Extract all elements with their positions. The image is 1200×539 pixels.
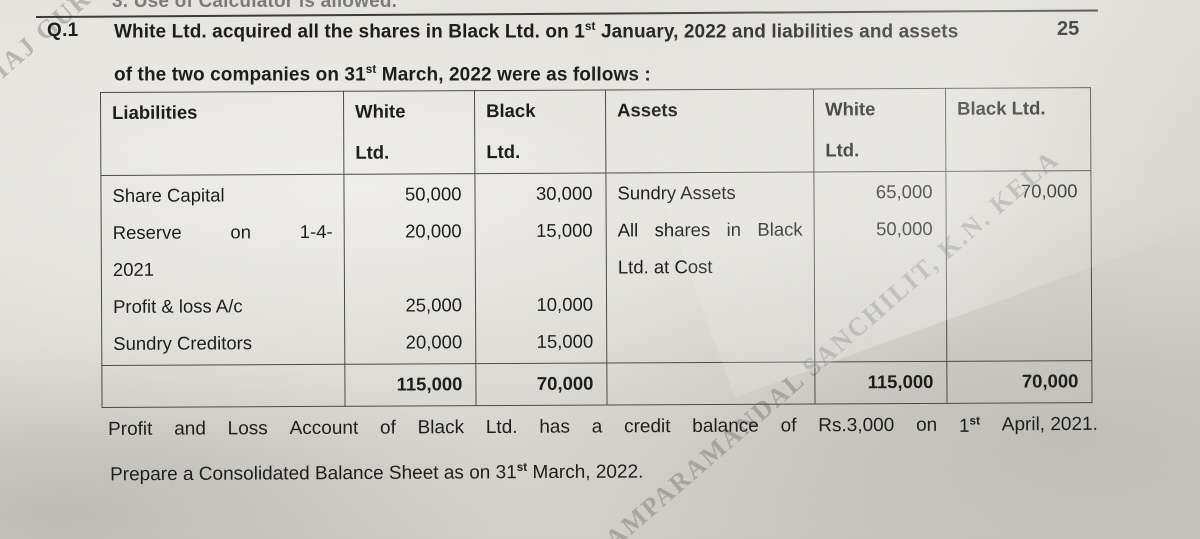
footer-paragraph-2: Prepare a Consolidated Balance Sheet as …	[110, 460, 643, 486]
p1-w15: 1st	[959, 414, 980, 437]
value-cell: 25,000	[405, 294, 463, 316]
header-cell-assets-black-ltd: Black Ltd.	[945, 87, 1091, 172]
total-value: 115,000	[396, 373, 463, 395]
header-cell-liabilities: Liabilities	[100, 91, 344, 176]
value-cell-empty	[353, 257, 462, 280]
p1-w2: and	[174, 418, 206, 440]
p1-ordinal-suffix: st	[969, 414, 981, 428]
p1-w14: on	[915, 414, 938, 436]
total-value: 70,000	[1021, 370, 1079, 392]
liabilities-white-values-cell: 50,000 20,000 25,000 20,000	[343, 173, 476, 365]
liabilities-labels-cell: Share Capital Reserve on 1-4- 2021 Profi…	[100, 174, 345, 366]
question-line1-ordinal: st	[584, 20, 596, 33]
header-cell-white-ltd: White Ltd.	[343, 90, 475, 175]
header-white-line2: Ltd.	[355, 141, 390, 163]
all-shares-word-2: shares	[654, 219, 711, 241]
p1-w10: credit	[623, 416, 671, 438]
liabilities-black-values-cell: 30,000 15,000 10,000 15,000	[474, 173, 607, 364]
total-liabilities-black-cell: 70,000	[475, 363, 608, 406]
header-assets-label: Assets	[617, 99, 678, 121]
question-line1-part-b: January, 2022 and liabilities and assets	[595, 21, 959, 43]
value-cell: 10,000	[536, 293, 594, 315]
p1-w5: of	[379, 417, 396, 439]
header-white-line1: White	[355, 100, 406, 122]
header-cell-assets-white-ltd: White Ltd.	[813, 88, 946, 173]
p1-w6: Black	[417, 417, 465, 439]
all-shares-word-3: in	[726, 218, 742, 240]
value-cell: 15,000	[536, 330, 594, 352]
all-shares-word-4: Black	[757, 218, 803, 240]
p2-part-a: Prepare a Consolidated Balance Sheet as …	[110, 462, 517, 486]
value-cell: 20,000	[405, 220, 462, 242]
p2-ordinal: st	[516, 460, 528, 474]
list-item: Reserve on 1-4-	[113, 221, 333, 244]
table-header-row: Liabilities White Ltd. Black Ltd.	[100, 87, 1091, 176]
question-line1-part-a: White Ltd. acquired all the shares in Bl…	[114, 21, 585, 43]
total-label-cell	[101, 364, 346, 408]
list-item: Sundry Creditors	[113, 332, 253, 354]
total-value: 70,000	[536, 372, 594, 394]
p1-w13: Rs.3,000	[818, 414, 895, 437]
footer-paragraph-1: Profit and Loss Account of Black Ltd. ha…	[108, 414, 1098, 443]
header-cell-black-ltd: Black Ltd.	[474, 90, 606, 174]
total-value: 115,000	[867, 370, 934, 393]
header-black-line2: Ltd.	[486, 140, 521, 163]
header-liabilities-label: Liabilities	[112, 101, 198, 123]
value-cell: 15,000	[536, 219, 593, 241]
total-liabilities-white-cell: 115,000	[344, 363, 477, 407]
question-number: Q.1	[47, 20, 79, 41]
reserve-label-word-1: Reserve	[112, 221, 182, 243]
header-assets-white-line1: White	[825, 98, 876, 120]
reserve-label-word-3: 1-4-	[299, 220, 333, 243]
value-cell: 70,000	[1020, 180, 1078, 202]
p1-w11: balance	[692, 415, 759, 437]
list-item: Profit & loss A/c	[112, 295, 243, 317]
p1-w9: a	[591, 416, 603, 438]
total-assets-black-cell: 70,000	[946, 360, 1093, 404]
p1-w3: Loss	[227, 418, 268, 440]
p1-w1: Profit	[108, 418, 153, 440]
list-item: Ltd. at Cost	[617, 256, 713, 278]
header-black-line1: Black	[486, 99, 536, 122]
value-cell: 65,000	[875, 180, 933, 203]
p1-ordinal-number: 1	[958, 415, 970, 437]
table-body-row: Share Capital Reserve on 1-4- 2021 Profi…	[100, 170, 1092, 366]
value-cell: 30,000	[535, 182, 593, 204]
reserve-label-word-2: on	[230, 221, 252, 243]
question-line2-part-b: March, 2022 were as follows :	[376, 64, 651, 86]
p1-w7: Ltd.	[485, 416, 518, 439]
p2-part-b: March, 2022.	[527, 461, 644, 484]
value-cell-empty	[484, 257, 593, 280]
all-shares-word-1: All	[617, 219, 639, 241]
balance-sheet-table: Liabilities White Ltd. Black Ltd.	[100, 87, 1093, 420]
header-cell-assets: Assets	[605, 89, 814, 174]
p1-w4: Account	[289, 417, 359, 440]
list-item: 2021	[112, 258, 155, 280]
list-item: Sundry Assets	[617, 181, 736, 204]
header-assets-white-line2: Ltd.	[825, 139, 860, 161]
question-text-line-2: of the two companies on 31st March, 2022…	[114, 63, 814, 86]
value-cell: 20,000	[405, 331, 463, 353]
p1-w8: has	[539, 416, 570, 438]
assets-labels-cell: Sundry Assets All shares in Black Ltd. a…	[605, 172, 815, 364]
question-line2-ordinal: st	[365, 63, 377, 76]
assets-black-values-cell: 70,000	[945, 170, 1092, 362]
p1-w12: of	[780, 415, 797, 437]
p1-w16: April, 2021.	[1001, 413, 1098, 436]
horizontal-rule	[35, 9, 1098, 18]
list-item: Share Capital	[112, 184, 225, 206]
question-text-line-1: White Ltd. acquired all the shares in Bl…	[114, 20, 1054, 43]
cut-off-header-line: 3. Use of Calculator is allowed.	[112, 0, 672, 8]
list-item: All shares in Black	[618, 219, 803, 242]
total-assets-label-cell	[606, 362, 816, 406]
value-cell: 50,000	[876, 217, 933, 240]
assets-white-values-cell: 65,000 50,000	[813, 171, 947, 363]
table-total-row: 115,000 70,000 115,000 70,000	[101, 360, 1093, 408]
value-cell: 50,000	[404, 183, 462, 205]
header-assets-black-label: Black Ltd.	[957, 97, 1046, 119]
total-assets-white-cell: 115,000	[814, 361, 948, 405]
question-line2-part-a: of the two companies on 31	[114, 64, 366, 86]
question-marks: 25	[1057, 18, 1080, 40]
